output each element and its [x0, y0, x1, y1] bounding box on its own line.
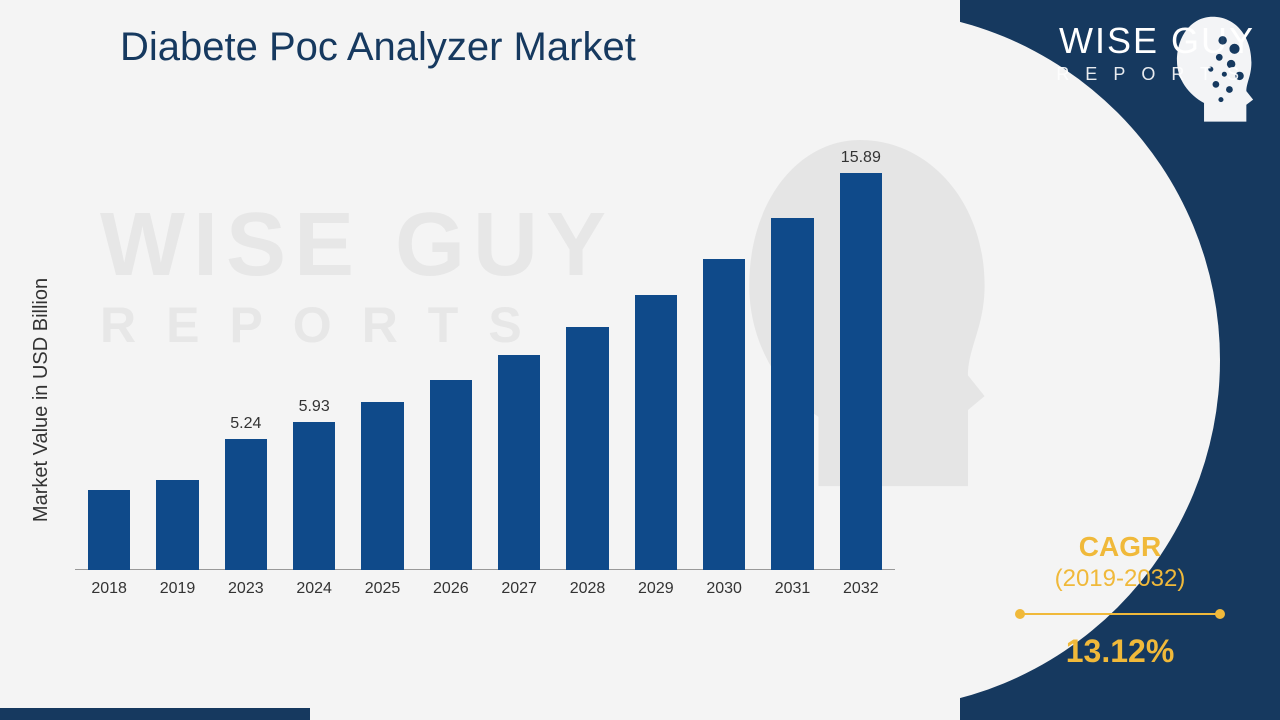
x-tick-label: 2019 [160, 580, 196, 598]
y-axis-label: Market Value in USD Billion [30, 278, 53, 522]
infographic-stage: WISE GUY REPORTS Diabete Poc Analyzer Ma… [0, 0, 1280, 720]
x-tick-label: 2023 [228, 580, 264, 598]
bar [840, 173, 882, 570]
bar [430, 380, 472, 570]
bar [88, 490, 130, 570]
x-tick-label: 2025 [365, 580, 401, 598]
x-tick-label: 2027 [501, 580, 537, 598]
cagr-label: CAGR [1000, 531, 1240, 563]
brand-logo: WISE GUY REPORTS [1056, 20, 1255, 85]
bar-slot: 5.24 [225, 415, 267, 570]
bottom-strip [0, 708, 310, 720]
bar-slot: 5.93 [293, 398, 335, 570]
bar-chart: 5.245.9315.89 [75, 170, 895, 570]
logo-text-sub: REPORTS [1056, 64, 1255, 85]
bar-slot [703, 235, 745, 570]
bar [635, 295, 677, 570]
x-tick-label: 2026 [433, 580, 469, 598]
bar [566, 327, 608, 570]
bar-value-label: 5.93 [299, 398, 330, 418]
cagr-block: CAGR (2019-2032) 13.12% [1000, 531, 1240, 670]
x-tick-label: 2028 [570, 580, 606, 598]
bar-slot [361, 378, 403, 570]
x-tick-label: 2030 [706, 580, 742, 598]
cagr-divider [1020, 613, 1220, 615]
x-tick-label: 2032 [843, 580, 879, 598]
bar [361, 402, 403, 570]
bar-slot [430, 356, 472, 570]
bar [225, 439, 267, 570]
bar [498, 355, 540, 570]
x-tick-label: 2029 [638, 580, 674, 598]
bar-slot [566, 303, 608, 570]
bar-value-label: 15.89 [841, 149, 881, 169]
bar-value-label: 5.24 [230, 415, 261, 435]
chart-title: Diabete Poc Analyzer Market [120, 25, 636, 70]
bar [156, 480, 198, 570]
bar-slot [635, 271, 677, 570]
cagr-period: (2019-2032) [1000, 565, 1240, 593]
bar-slot [498, 331, 540, 570]
bar-slot [771, 194, 813, 570]
cagr-value: 13.12% [1000, 633, 1240, 670]
x-tick-label: 2024 [296, 580, 332, 598]
bar-slot [156, 456, 198, 570]
bar [771, 218, 813, 570]
x-tick-label: 2018 [91, 580, 127, 598]
bar-slot: 15.89 [840, 149, 882, 570]
x-tick-label: 2031 [775, 580, 811, 598]
bar [703, 259, 745, 570]
bar [293, 422, 335, 570]
bar-slot [88, 466, 130, 570]
